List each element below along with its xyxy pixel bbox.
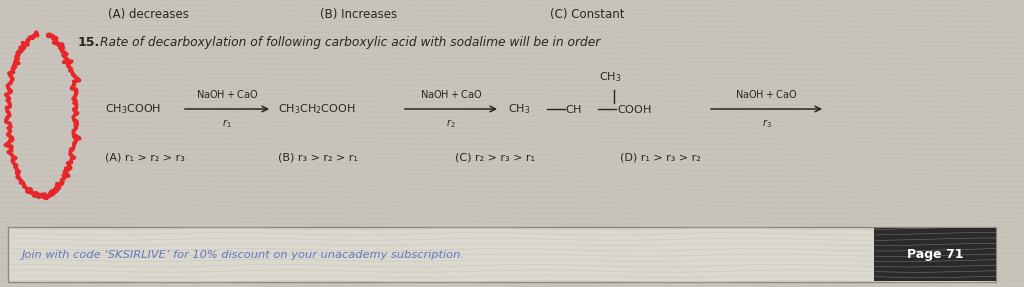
Text: (C) Constant: (C) Constant bbox=[550, 7, 625, 20]
Text: $\mathsf{CH}$: $\mathsf{CH}$ bbox=[565, 103, 582, 115]
Text: $\mathsf{CH_3COOH}$: $\mathsf{CH_3COOH}$ bbox=[105, 102, 161, 116]
Text: $\mathsf{NaOH+CaO}$: $\mathsf{NaOH+CaO}$ bbox=[735, 88, 798, 100]
FancyBboxPatch shape bbox=[874, 228, 996, 281]
Text: $r_3$: $r_3$ bbox=[762, 118, 771, 130]
FancyBboxPatch shape bbox=[8, 227, 996, 282]
Text: $r_2$: $r_2$ bbox=[446, 118, 456, 130]
Text: (D) r₁ > r₃ > r₂: (D) r₁ > r₃ > r₂ bbox=[620, 152, 700, 162]
Text: $\mathsf{NaOH+CaO}$: $\mathsf{NaOH+CaO}$ bbox=[420, 88, 482, 100]
Text: (A) decreases: (A) decreases bbox=[108, 7, 188, 20]
Text: $\mathsf{CH_3CH_2COOH}$: $\mathsf{CH_3CH_2COOH}$ bbox=[278, 102, 355, 116]
Text: $r_1$: $r_1$ bbox=[222, 118, 231, 130]
Text: Join with code ‘SKSIRLIVE’ for 10% discount on your unacademy subscription.: Join with code ‘SKSIRLIVE’ for 10% disco… bbox=[22, 249, 465, 259]
Text: (C) r₂ > r₃ > r₁: (C) r₂ > r₃ > r₁ bbox=[455, 152, 535, 162]
Text: 15.: 15. bbox=[78, 36, 100, 49]
Text: Rate of decarboxylation of following carboxylic acid with sodalime will be in or: Rate of decarboxylation of following car… bbox=[100, 36, 600, 49]
Text: Page 71: Page 71 bbox=[906, 248, 964, 261]
Text: $\mathsf{NaOH+CaO}$: $\mathsf{NaOH+CaO}$ bbox=[196, 88, 258, 100]
Text: (A) r₁ > r₂ > r₃: (A) r₁ > r₂ > r₃ bbox=[105, 152, 185, 162]
Text: $\mathsf{CH_3}$: $\mathsf{CH_3}$ bbox=[599, 70, 622, 84]
Text: (B) Increases: (B) Increases bbox=[319, 7, 397, 20]
Text: (B) r₃ > r₂ > r₁: (B) r₃ > r₂ > r₁ bbox=[278, 152, 357, 162]
Text: $\mathsf{COOH}$: $\mathsf{COOH}$ bbox=[617, 103, 651, 115]
Text: $\mathsf{CH_3}$: $\mathsf{CH_3}$ bbox=[508, 102, 530, 116]
